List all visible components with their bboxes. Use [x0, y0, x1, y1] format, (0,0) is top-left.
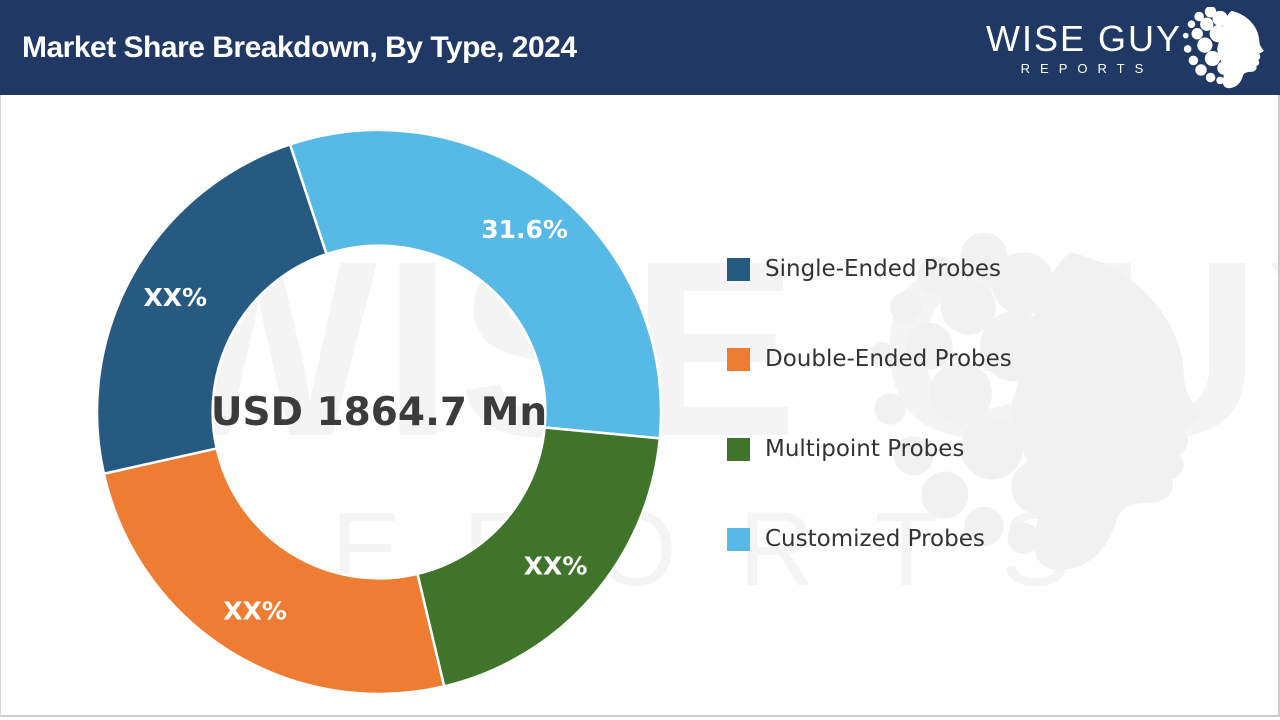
- legend-label: Multipoint Probes: [765, 436, 965, 462]
- watermark-head-icon: [870, 232, 1204, 571]
- chart-panel: WISE GUY EPORTS 31.6%XX%XX%XX%USD 1864.7…: [0, 95, 1280, 717]
- donut-center-total: USD 1864.7 Mn: [211, 390, 547, 435]
- donut-chart: 31.6% XX% XX% XX% USD 1864.7 Mn: [94, 127, 664, 697]
- donut-segment-single-ended-probes: [95, 142, 329, 476]
- segment-value-label: XX%: [524, 552, 588, 581]
- legend-label: Double-Ended Probes: [765, 346, 1012, 372]
- legend-label: Customized Probes: [765, 526, 985, 552]
- logo-subtitle: REPORTS: [1020, 61, 1154, 76]
- legend-item-customized: Customized Probes: [727, 525, 1012, 553]
- donut-segment-double-ended-probes: [102, 446, 446, 696]
- wise-guy-logo: WISE GUY REPORTS: [986, 6, 1266, 90]
- legend-swatch: [727, 527, 750, 551]
- legend-swatch: [727, 347, 750, 371]
- donut-segment-multipoint-probes: [415, 426, 662, 688]
- legend-swatch: [727, 437, 750, 461]
- header-bar: Market Share Breakdown, By Type, 2024 WI…: [0, 0, 1280, 95]
- legend-item-multipoint: Multipoint Probes: [727, 435, 1012, 463]
- page-title: Market Share Breakdown, By Type, 2024: [22, 30, 577, 64]
- donut-segment-customized-probes: [288, 128, 663, 440]
- segment-value-label: 31.6%: [481, 215, 568, 244]
- chart-legend: Single-Ended Probes Double-Ended Probes …: [727, 255, 1012, 615]
- legend-swatch: [727, 257, 750, 281]
- legend-item-single-ended: Single-Ended Probes: [727, 255, 1012, 283]
- segment-value-label: XX%: [143, 283, 207, 312]
- dotted-head-icon: [1182, 7, 1264, 89]
- legend-item-double-ended: Double-Ended Probes: [727, 345, 1012, 373]
- logo-wordmark: WISE GUY: [985, 18, 1182, 59]
- legend-label: Single-Ended Probes: [765, 256, 1001, 282]
- segment-value-label: XX%: [223, 596, 287, 625]
